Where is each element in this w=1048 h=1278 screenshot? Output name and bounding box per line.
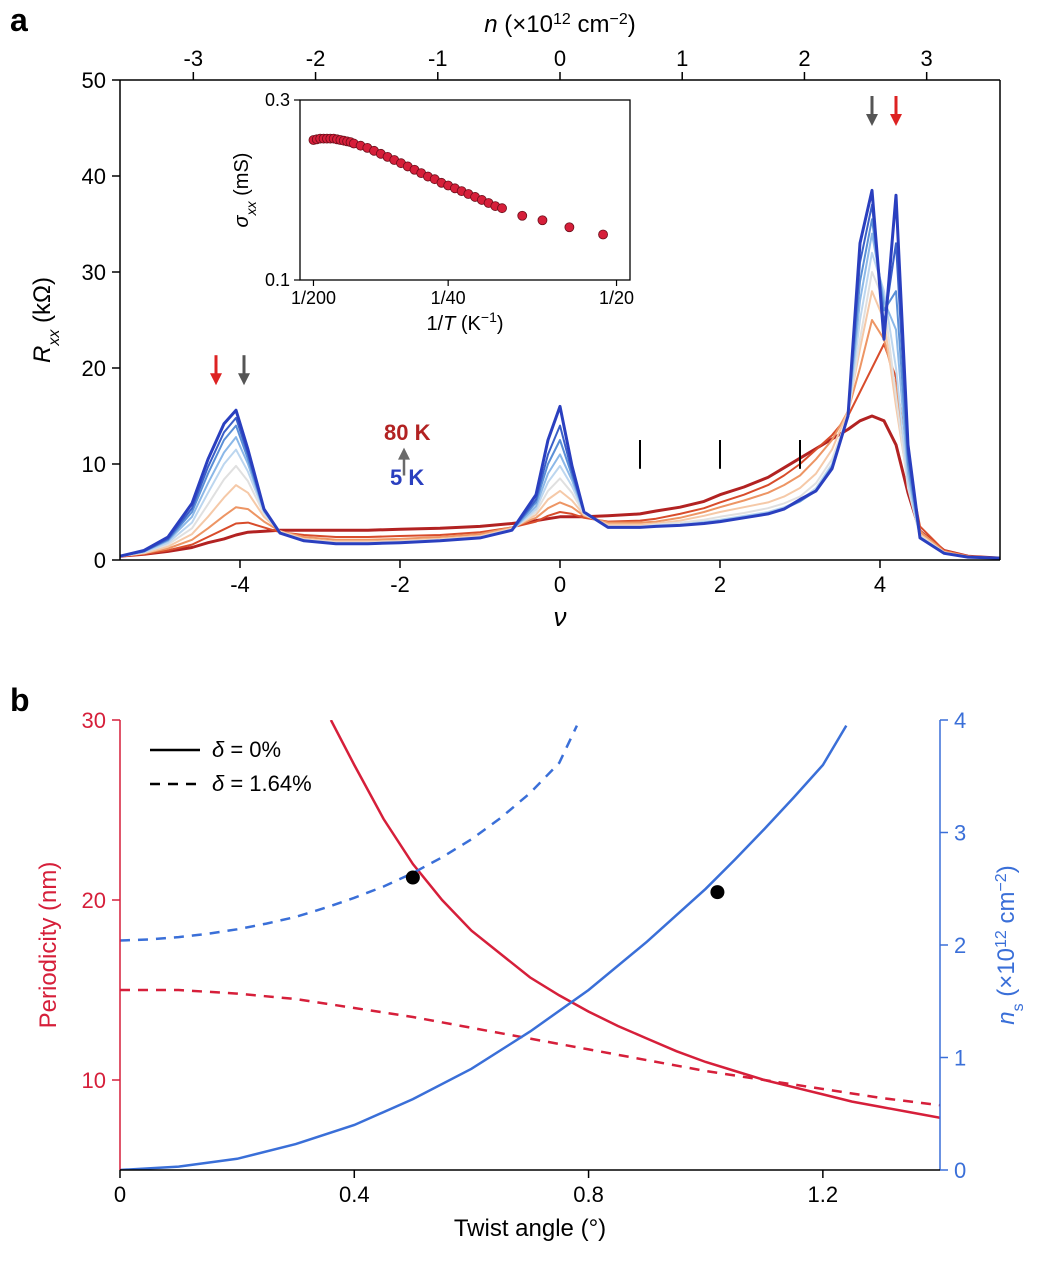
xlabel-bottom-b: Twist angle (°)	[454, 1215, 606, 1242]
svg-text:40: 40	[82, 164, 106, 189]
svg-text:1.2: 1.2	[808, 1182, 839, 1207]
marker-point	[406, 871, 420, 885]
panel-b-chart: 00.40.81.2Twist angle (°)102030Periodici…	[0, 680, 1048, 1278]
xlabel-bottom: ν	[554, 602, 567, 632]
legend-item: δ = 1.64%	[212, 771, 312, 796]
svg-text:20: 20	[82, 888, 106, 913]
series-T2	[120, 344, 1000, 558]
svg-text:-3: -3	[184, 46, 204, 71]
figure-container: a -4-2024-3-2-1012301020304050νn (×1012 …	[0, 0, 1048, 1278]
inset-point	[599, 230, 608, 239]
inset-point	[565, 223, 574, 232]
svg-text:-2: -2	[306, 46, 326, 71]
svg-text:10: 10	[82, 452, 106, 477]
svg-text:3: 3	[921, 46, 933, 71]
svg-text:1/40: 1/40	[431, 288, 466, 308]
inset-point	[518, 211, 527, 220]
svg-text:0: 0	[94, 548, 106, 573]
svg-text:0.8: 0.8	[573, 1182, 604, 1207]
inset-point	[538, 216, 547, 225]
svg-text:0.1: 0.1	[265, 270, 290, 290]
xlabel-top: n (×1012 cm−2)	[484, 11, 635, 39]
inset-ylabel: σxx (mS)	[231, 153, 259, 228]
temp-low-label: 5 K	[390, 465, 424, 490]
svg-text:50: 50	[82, 68, 106, 93]
svg-text:3: 3	[954, 821, 966, 846]
inset-xlabel: 1/T (K−1)	[426, 309, 503, 335]
svg-text:0: 0	[954, 1158, 966, 1183]
svg-text:0: 0	[554, 572, 566, 597]
svg-text:10: 10	[82, 1068, 106, 1093]
legend-item: δ = 0%	[212, 737, 281, 762]
svg-text:4: 4	[874, 572, 886, 597]
svg-text:-1: -1	[428, 46, 448, 71]
svg-text:2: 2	[954, 933, 966, 958]
svg-text:0.3: 0.3	[265, 90, 290, 110]
svg-text:0.4: 0.4	[339, 1182, 370, 1207]
svg-text:1: 1	[954, 1046, 966, 1071]
marker-point	[710, 885, 724, 899]
svg-text:30: 30	[82, 260, 106, 285]
inset-point	[498, 204, 507, 213]
temp-high-label: 80 K	[384, 420, 431, 445]
svg-text:-4: -4	[230, 572, 250, 597]
svg-text:0: 0	[114, 1182, 126, 1207]
ylabel-right-b: ns (×1012 cm−2)	[993, 865, 1027, 1024]
svg-text:2: 2	[798, 46, 810, 71]
svg-text:4: 4	[954, 708, 966, 733]
series-T7	[120, 234, 1000, 558]
svg-text:-2: -2	[390, 572, 410, 597]
svg-text:20: 20	[82, 356, 106, 381]
panel-a-chart: -4-2024-3-2-1012301020304050νn (×1012 cm…	[0, 0, 1048, 680]
series-T80K	[120, 416, 1000, 558]
ylabel-left-b: Periodicity (nm)	[35, 862, 62, 1029]
svg-text:2: 2	[714, 572, 726, 597]
ylabel-left: Rxx (kΩ)	[29, 277, 63, 363]
svg-text:0: 0	[554, 46, 566, 71]
svg-text:30: 30	[82, 708, 106, 733]
svg-text:1: 1	[676, 46, 688, 71]
svg-text:1/200: 1/200	[291, 288, 336, 308]
svg-text:1/20: 1/20	[599, 288, 634, 308]
